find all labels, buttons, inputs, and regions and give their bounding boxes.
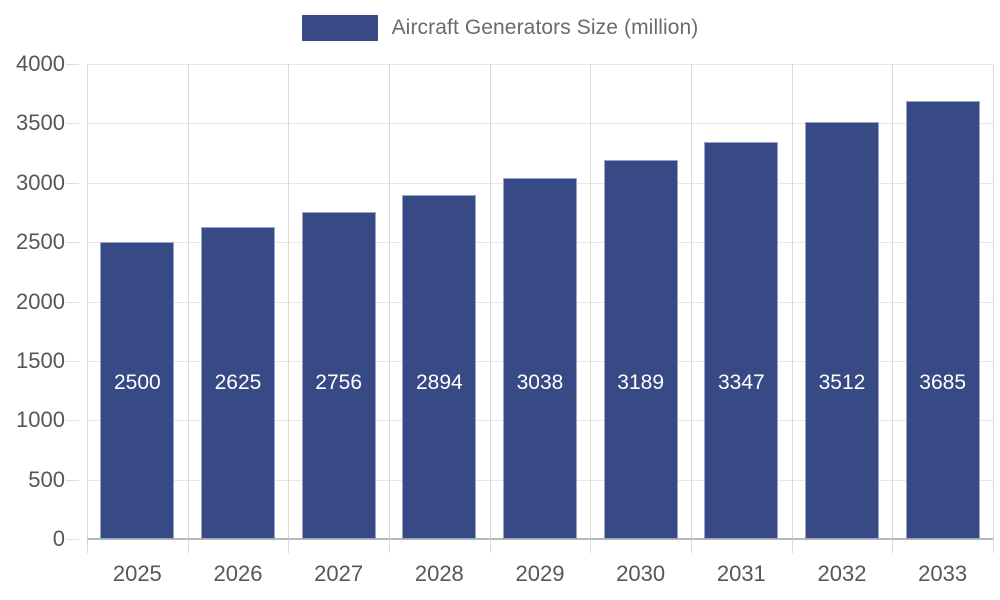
- bar-value-label: 2756: [315, 371, 363, 394]
- bar-group: 2894: [389, 64, 490, 539]
- y-tick-label: 4000: [16, 51, 65, 76]
- bar-value-label: 3685: [919, 371, 967, 394]
- y-axis: 0 500 1000 1500 2000 2500 3000 3500 4000: [0, 0, 87, 600]
- bar[interactable]: 2894: [402, 195, 477, 539]
- bar-value-label: 3038: [516, 371, 564, 394]
- bar[interactable]: 3685: [905, 101, 980, 539]
- x-tick-label: 2030: [616, 561, 666, 586]
- x-tick-label: 2033: [918, 561, 968, 586]
- bar-value-label: 3512: [818, 371, 866, 394]
- bar-value-label: 3347: [717, 371, 765, 394]
- x-tick-label: 2032: [817, 561, 867, 586]
- y-tick-mark: [66, 420, 79, 422]
- y-tick-mark: [66, 539, 79, 540]
- x-tick-label: 2025: [112, 561, 162, 586]
- bar-series-aircraft-generators-size: 2500 2625 2756 2894 3038 3189 3347 3512 3685: [87, 64, 993, 539]
- bar[interactable]: 3189: [603, 160, 678, 539]
- x-tick-label: 2026: [213, 561, 263, 586]
- legend-item-aircraft-generators-size[interactable]: Aircraft Generators Size (million): [301, 15, 699, 41]
- x-tick-label: 2031: [716, 561, 766, 586]
- y-tick-label: 0: [52, 526, 65, 551]
- bar-group: 3038: [490, 64, 591, 539]
- chart-legend: Aircraft Generators Size (million): [0, 8, 1000, 48]
- x-axis: 2025 2026 2027 2028 2029 2030 2031 2032 2033: [87, 539, 993, 600]
- bar-value-label: 2500: [113, 371, 161, 394]
- y-tick-label: 2000: [16, 288, 65, 314]
- bar-value-label: 2625: [214, 371, 262, 394]
- bar-group: 2500: [87, 64, 188, 539]
- bar-value-label: 3189: [617, 371, 665, 394]
- y-tick-mark: [66, 360, 79, 362]
- y-tick-label: 1000: [16, 407, 65, 433]
- y-tick-mark: [66, 182, 79, 184]
- legend-item-label: Aircraft Generators Size (million): [391, 16, 699, 39]
- x-tick-label: 2029: [515, 561, 565, 586]
- y-tick-label: 500: [28, 466, 65, 492]
- bar-group: 3685: [892, 64, 993, 539]
- bar-group: 2756: [288, 64, 389, 539]
- plot-area: 2500 2625 2756 2894 3038 3189 3347 3512 3685: [87, 64, 994, 553]
- x-tick-label: 2028: [414, 561, 464, 586]
- bar[interactable]: 3038: [502, 178, 577, 539]
- bar[interactable]: 2625: [200, 227, 275, 539]
- y-tick-label: 2500: [16, 229, 65, 255]
- bar[interactable]: 3347: [704, 141, 779, 539]
- bar[interactable]: 3512: [804, 121, 879, 539]
- bar-group: 3189: [590, 64, 691, 539]
- bar-group: 3347: [691, 64, 792, 539]
- y-tick-mark: [66, 479, 79, 481]
- y-tick-label: 3000: [16, 169, 65, 195]
- y-tick-label: 1500: [16, 347, 65, 373]
- legend-color-swatch-icon: [301, 15, 378, 41]
- bar-group: 2625: [188, 64, 289, 539]
- y-tick-mark: [66, 123, 79, 125]
- bar-value-label: 2894: [415, 371, 463, 394]
- bar[interactable]: 2756: [301, 211, 376, 539]
- bar[interactable]: 2500: [100, 242, 175, 539]
- y-tick-mark: [66, 64, 79, 65]
- y-tick-mark: [66, 301, 79, 303]
- x-tick-label: 2027: [314, 561, 364, 586]
- y-tick-label: 3500: [16, 110, 65, 136]
- bar-group: 3512: [792, 64, 893, 539]
- y-tick-mark: [66, 242, 79, 244]
- gridline-vertical: [993, 64, 994, 553]
